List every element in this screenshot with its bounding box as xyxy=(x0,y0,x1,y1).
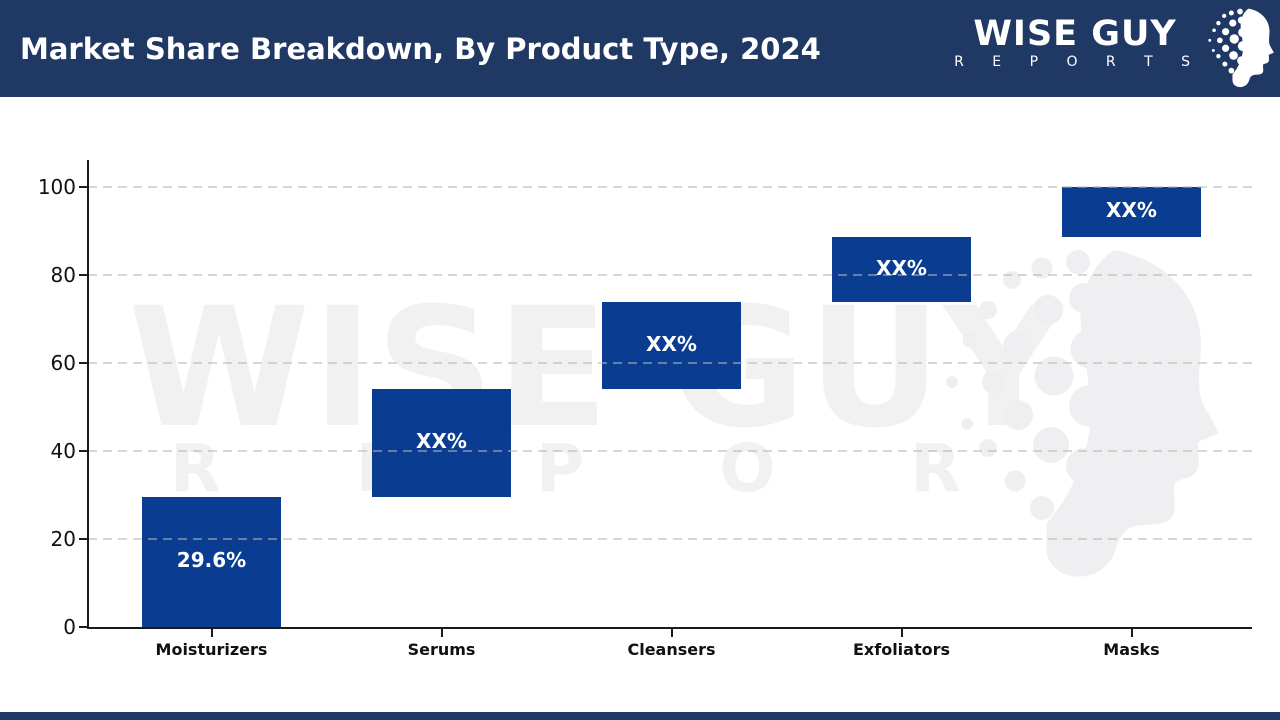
x-category-label-cleansers: Cleansers xyxy=(627,640,716,659)
y-tick-label-100: 100 xyxy=(37,175,76,199)
y-tick-80 xyxy=(79,274,88,276)
y-tick-label-80: 80 xyxy=(50,263,76,287)
y-tick-label-0: 0 xyxy=(63,615,76,639)
gridline-80 xyxy=(88,274,1252,276)
gridline-20 xyxy=(88,538,1252,540)
bar-exfoliators xyxy=(832,237,971,303)
watermark-wordmark: WISE GUY xyxy=(128,272,1066,464)
bar-label-exfoliators: XX% xyxy=(876,255,927,280)
x-tick-cleansers xyxy=(670,629,673,637)
wiseguy-head-icon xyxy=(1208,8,1274,88)
brand-subname: R E P O R T S xyxy=(954,54,1202,70)
y-tick-60 xyxy=(79,362,88,364)
brand-name: WISE GUY xyxy=(973,14,1177,54)
y-tick-100 xyxy=(79,186,88,188)
x-axis-line xyxy=(87,627,1252,629)
footer-bar xyxy=(0,712,1280,720)
header-bar: Market Share Breakdown, By Product Type,… xyxy=(0,0,1280,97)
bar-label-moisturizers: 29.6% xyxy=(176,547,247,572)
chart-title: Market Share Breakdown, By Product Type,… xyxy=(20,31,821,66)
y-tick-0 xyxy=(79,626,88,628)
bar-cleansers xyxy=(602,302,741,390)
brand-logo: WISE GUY R E P O R T S xyxy=(948,14,1202,70)
bar-label-cleansers: XX% xyxy=(646,331,697,356)
watermark-head-icon xyxy=(946,250,1219,577)
x-category-label-moisturizers: Moisturizers xyxy=(155,640,268,659)
y-tick-40 xyxy=(79,450,88,452)
x-category-label-serums: Serums xyxy=(407,640,476,659)
y-axis-line xyxy=(87,160,89,629)
bar-moisturizers xyxy=(142,496,281,627)
y-tick-label-40: 40 xyxy=(50,439,76,463)
x-category-label-masks: Masks xyxy=(1103,640,1160,659)
bar-label-masks: XX% xyxy=(1106,198,1157,223)
x-tick-serums xyxy=(440,629,443,637)
bar-masks xyxy=(1062,187,1201,238)
gridline-40 xyxy=(88,450,1252,452)
x-category-label-exfoliators: Exfoliators xyxy=(852,640,951,659)
x-tick-exfoliators xyxy=(900,629,903,637)
bar-label-serums: XX% xyxy=(416,429,467,454)
gridline-60 xyxy=(88,362,1252,364)
gridline-100 xyxy=(88,186,1252,188)
y-tick-label-20: 20 xyxy=(50,527,76,551)
x-tick-moisturizers xyxy=(210,629,213,637)
x-tick-masks xyxy=(1130,629,1133,637)
y-tick-20 xyxy=(79,538,88,540)
y-tick-label-60: 60 xyxy=(50,351,76,375)
bar-serums xyxy=(372,389,511,497)
